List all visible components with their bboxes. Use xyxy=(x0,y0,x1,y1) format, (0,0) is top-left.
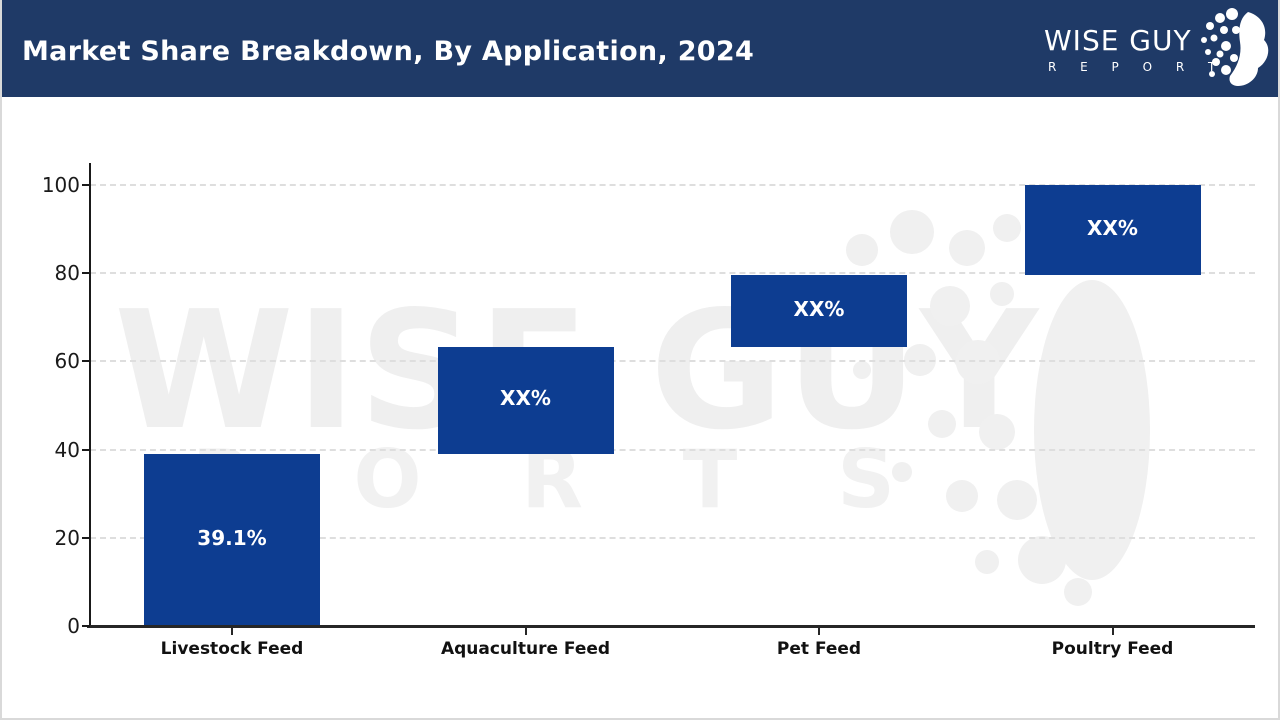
face-profile-icon xyxy=(1201,8,1269,86)
y-tick-label: 80 xyxy=(54,261,80,286)
x-tick-mark-aquaculture-feed xyxy=(524,626,527,635)
y-tick-mark xyxy=(82,625,90,627)
chart-area: 0 20 40 60 80 100 Livestock Feed Aquaculture F… xyxy=(2,97,1278,718)
watermark-face-icon xyxy=(824,210,1150,606)
bar-pet-feed: XX% xyxy=(731,274,907,347)
bar-label-pet-feed: XX% xyxy=(793,296,845,321)
gridline-60 xyxy=(90,360,1255,363)
bar-poultry-feed: XX% xyxy=(1024,185,1201,275)
y-tick-label: 0 xyxy=(67,614,80,638)
logo-text-sub: R E P O R T S xyxy=(1048,60,1257,74)
y-tick-mark xyxy=(82,272,90,275)
y-tick-label: 20 xyxy=(54,525,80,550)
y-tick-label: 60 xyxy=(54,349,80,374)
y-tick-label: 100 xyxy=(41,173,80,197)
bar-label-livestock-feed: 39.1% xyxy=(197,525,267,550)
bar-label-poultry-feed: XX% xyxy=(1087,215,1138,240)
x-tick-mark-livestock-feed xyxy=(231,626,233,635)
logo-wiseguy: WISE GUY R E P O R T S xyxy=(1016,6,1272,92)
x-tick-mark-poultry-feed xyxy=(1111,626,1114,635)
x-tick-label-poultry-feed: Poultry Feed xyxy=(1051,639,1174,659)
bar-livestock-feed: 39.1% xyxy=(144,453,320,626)
gridline-100 xyxy=(90,184,1255,186)
gridline-20 xyxy=(90,536,1255,539)
y-tick-mark xyxy=(82,360,90,363)
y-axis-line xyxy=(89,163,91,626)
header: Market Share Breakdown, By Application, … xyxy=(2,0,1278,97)
page-title: Market Share Breakdown, By Application, … xyxy=(22,36,755,67)
logo-text-main: WISE GUY xyxy=(1044,24,1192,57)
bar-label-aquaculture-feed: XX% xyxy=(500,386,551,411)
y-tick-mark xyxy=(82,536,90,539)
x-tick-label-livestock-feed: Livestock Feed xyxy=(160,639,304,659)
y-tick-label: 40 xyxy=(54,437,80,462)
x-axis-line xyxy=(87,625,1255,628)
bar-aquaculture-feed: XX% xyxy=(437,346,614,454)
gridline-40 xyxy=(90,448,1255,451)
x-tick-mark-pet-feed xyxy=(818,626,820,635)
y-tick-mark xyxy=(82,184,90,186)
x-tick-label-pet-feed: Pet Feed xyxy=(776,639,862,659)
gridline-80 xyxy=(90,272,1255,275)
x-tick-label-aquaculture-feed: Aquaculture Feed xyxy=(440,639,611,659)
y-tick-mark xyxy=(82,448,90,451)
